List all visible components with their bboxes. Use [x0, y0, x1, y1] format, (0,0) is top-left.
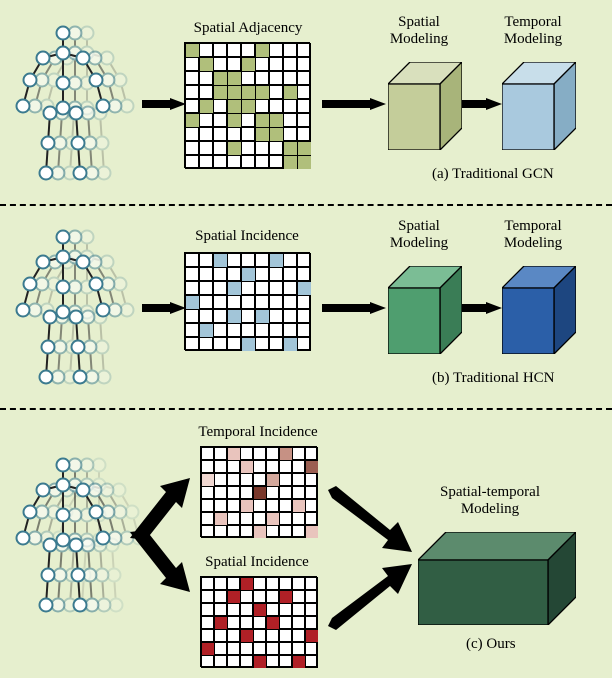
matrix-label-a: Spatial Adjacency — [178, 20, 318, 37]
figure: Spatial Adjacency SpatialModeling Tempor… — [0, 0, 612, 678]
temporal-cuboid-b — [502, 266, 576, 359]
arrow-b-1 — [142, 300, 186, 321]
skeleton-b — [8, 222, 148, 392]
arrow-c-top — [328, 486, 416, 561]
divider-ab — [0, 204, 612, 206]
arrow-a-2 — [322, 96, 386, 117]
spatial-matrix-label-c: Spatial Incidence — [192, 554, 322, 571]
incidence-matrix-b — [184, 252, 310, 350]
skeleton-c — [8, 450, 148, 620]
spatial-cuboid-a — [388, 62, 462, 155]
spatial-incidence-matrix — [200, 576, 317, 667]
arrow-a-1 — [142, 96, 186, 117]
temporal-incidence-matrix — [200, 446, 317, 537]
temporal-label-a: TemporalModeling — [488, 14, 578, 49]
st-label-c: Spatial-temporalModeling — [420, 484, 560, 519]
adjacency-matrix — [184, 42, 310, 168]
arrow-c-bot — [328, 560, 416, 635]
caption-b: (b) Traditional HCN — [432, 370, 555, 387]
caption-c: (c) Ours — [466, 636, 516, 653]
spatial-cuboid-b — [388, 266, 462, 359]
arrow-a-3 — [462, 96, 502, 117]
temporal-cuboid-a — [502, 62, 576, 155]
arrow-b-3 — [462, 300, 502, 321]
temporal-label-b: TemporalModeling — [488, 218, 578, 253]
spatial-label-b: SpatialModeling — [378, 218, 460, 253]
st-cuboid — [418, 532, 576, 630]
arrow-c-fork — [130, 470, 200, 605]
spatial-label-a: SpatialModeling — [378, 14, 460, 49]
skeleton-a — [8, 18, 148, 188]
temporal-matrix-label-c: Temporal Incidence — [188, 424, 328, 441]
caption-a: (a) Traditional GCN — [432, 166, 554, 183]
divider-bc — [0, 408, 612, 410]
matrix-label-b: Spatial Incidence — [182, 228, 312, 245]
arrow-b-2 — [322, 300, 386, 321]
